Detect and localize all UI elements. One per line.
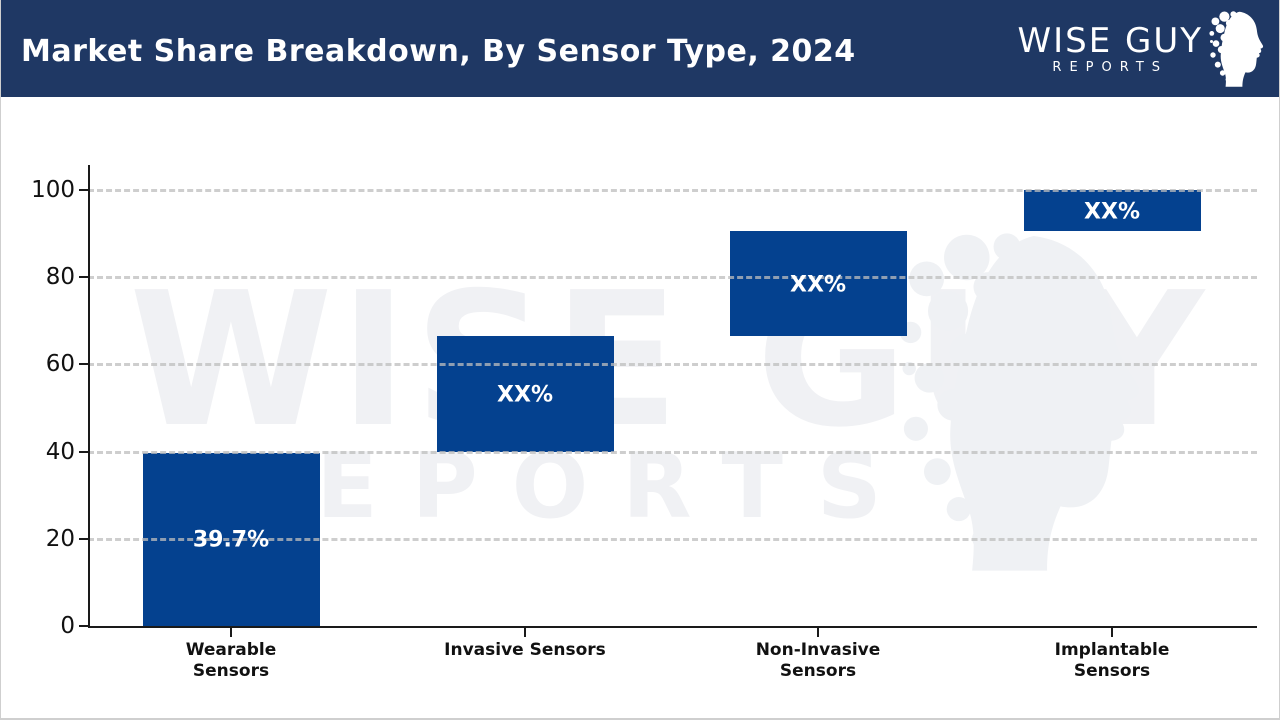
- y-tick-label: 60: [45, 351, 75, 378]
- y-tick-mark: [79, 189, 88, 191]
- gridline-20: [88, 537, 1257, 541]
- brand-logo-text: WISE GUY REPORTS: [1017, 24, 1203, 74]
- brand-dotted-head-profile-icon: [1209, 11, 1264, 87]
- gridline-80: [88, 276, 1257, 280]
- y-tick-mark: [79, 363, 88, 366]
- bar-value-label: XX%: [497, 382, 553, 408]
- x-tick-mark: [230, 628, 232, 637]
- gridline-60: [88, 363, 1257, 367]
- brand-subtitle: REPORTS: [1052, 60, 1169, 75]
- y-tick-label: 100: [31, 177, 75, 203]
- y-tick-label: 0: [60, 613, 75, 639]
- page-title: Market Share Breakdown, By Sensor Type, …: [21, 34, 856, 69]
- watermark-dotted-head-profile-icon: [899, 233, 1140, 571]
- x-axis-line: [88, 626, 1257, 628]
- brand-logo: WISE GUY REPORTS: [1017, 5, 1267, 93]
- x-tick-mark: [524, 628, 526, 637]
- x-tick-mark: [817, 628, 819, 637]
- bar-3: [1023, 190, 1201, 232]
- y-tick-mark: [79, 537, 88, 540]
- x-category-label: Wearable Sensors: [185, 640, 277, 682]
- header-bar: Market Share Breakdown, By Sensor Type, …: [1, 0, 1279, 97]
- x-category-label: Implantable Sensors: [1054, 640, 1170, 682]
- bar-value-label: XX%: [1084, 199, 1140, 225]
- bar-value-label: 39.7%: [192, 527, 270, 553]
- bar-2: [729, 231, 907, 337]
- x-category-label: Non-Invasive Sensors: [755, 640, 881, 682]
- gridline-40: [88, 450, 1257, 454]
- bar-1: [436, 336, 614, 452]
- y-tick-label: 40: [45, 438, 75, 465]
- x-tick-mark: [1111, 628, 1113, 637]
- gridline-100: [88, 189, 1257, 192]
- y-tick-mark: [79, 625, 88, 627]
- y-tick-label: 80: [45, 264, 75, 291]
- brand-name: WISE GUY: [1017, 21, 1203, 61]
- bar-value-label: XX%: [790, 272, 846, 298]
- y-tick-label: 20: [45, 525, 75, 552]
- y-tick-mark: [79, 450, 88, 453]
- watermark-text-reports: REPORTS: [213, 434, 916, 539]
- y-tick-mark: [79, 276, 88, 279]
- y-axis-line: [88, 165, 90, 628]
- x-category-label: Invasive Sensors: [444, 640, 606, 660]
